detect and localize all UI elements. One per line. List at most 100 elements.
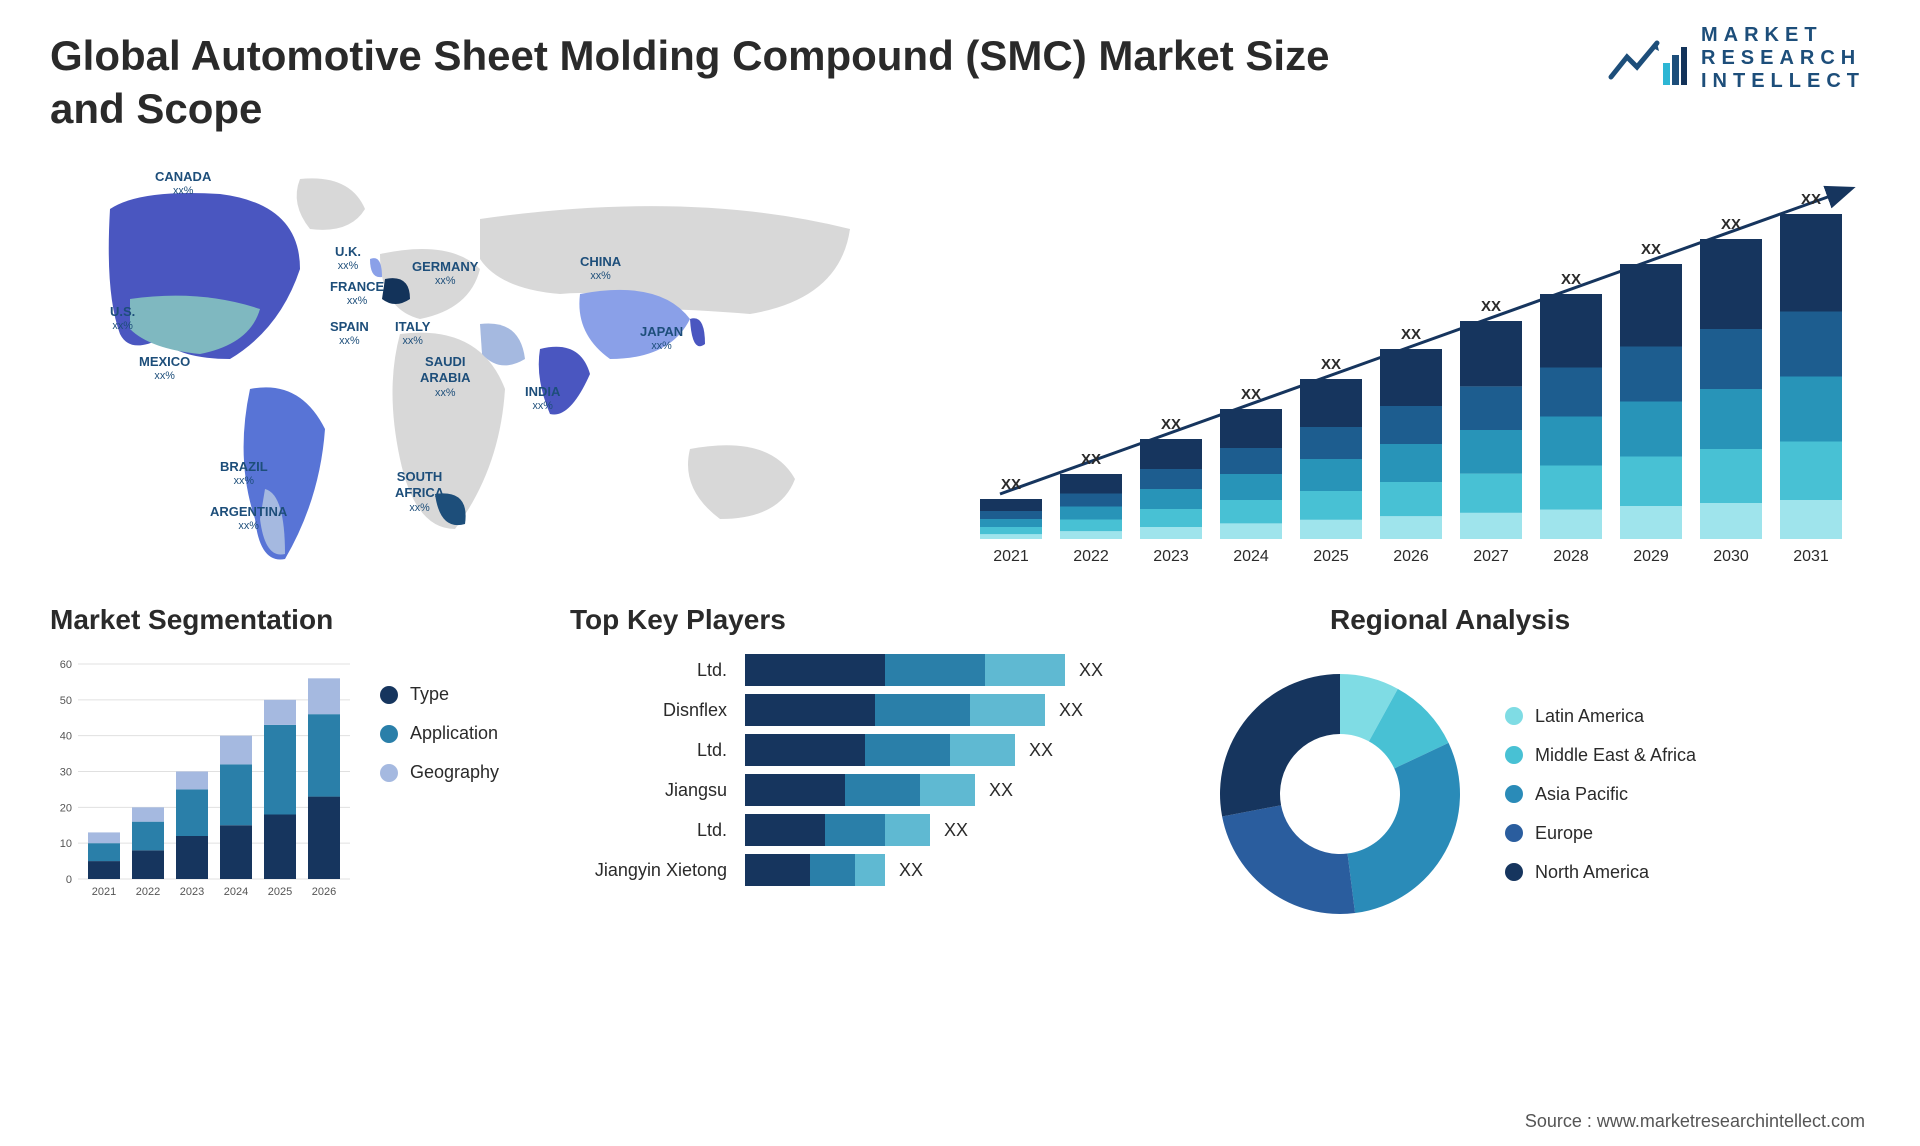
svg-text:0: 0 [66,874,72,886]
svg-text:XX: XX [1721,216,1741,233]
svg-text:2030: 2030 [1713,548,1749,565]
svg-text:2023: 2023 [1153,548,1189,565]
svg-text:2029: 2029 [1633,548,1669,565]
legend-swatch [1505,863,1523,881]
svg-text:XX: XX [1801,191,1821,208]
svg-text:2027: 2027 [1473,548,1509,565]
country-label: ITALYxx% [395,319,430,349]
segmentation-legend: Type Application Geography [380,684,499,904]
svg-text:XX: XX [1481,298,1501,315]
svg-text:40: 40 [60,731,72,743]
regional-donut-chart [1200,654,1480,934]
player-bar-segment [745,854,810,886]
svg-text:XX: XX [1321,356,1341,373]
legend-label: Application [410,723,498,744]
growth-bar-chart: XX2021XX2022XX2023XX2024XX2025XX2026XX20… [950,159,1870,584]
player-row: DisnflexXX [570,694,1190,726]
segmentation-title: Market Segmentation [50,604,560,636]
player-bar-segment [875,694,970,726]
svg-text:2026: 2026 [1393,548,1429,565]
svg-text:2021: 2021 [92,886,116,898]
country-label: SAUDIARABIAxx% [420,354,471,400]
logo-line3: INTELLECT [1701,70,1865,93]
regional-legend: Latin AmericaMiddle East & AfricaAsia Pa… [1505,706,1696,883]
legend-swatch [1505,707,1523,725]
legend-label: Asia Pacific [1535,784,1628,805]
player-bar [745,814,930,846]
logo-text: MARKET RESEARCH INTELLECT [1701,24,1865,93]
country-label: SPAINxx% [330,319,369,349]
country-label: U.K.xx% [335,244,361,274]
page-title: Global Automotive Sheet Molding Compound… [50,30,1400,135]
svg-text:2025: 2025 [1313,548,1349,565]
legend-label: Europe [1535,823,1593,844]
legend-label: Middle East & Africa [1535,745,1696,766]
country-label: ARGENTINAxx% [210,504,287,534]
player-label: Ltd. [570,660,745,681]
player-label: Jiangsu [570,780,745,801]
segmentation-section: Market Segmentation 01020304050602021202… [50,604,560,934]
player-value: XX [1059,700,1083,721]
legend-item: Application [380,723,499,744]
country-label: BRAZILxx% [220,459,268,489]
legend-swatch [380,725,398,743]
player-row: Jiangyin Xietong XX [570,854,1190,886]
player-bar [745,734,1015,766]
svg-text:2025: 2025 [268,886,292,898]
legend-label: Geography [410,762,499,783]
player-bar-segment [745,814,825,846]
legend-item: Type [380,684,499,705]
legend-swatch [380,764,398,782]
logo-line2: RESEARCH [1701,47,1865,70]
key-players-section: Top Key Players Ltd.XXDisnflexXXLtd.XXJi… [570,604,1190,934]
player-value: XX [1029,740,1053,761]
country-label: U.S.xx% [110,304,135,334]
player-bar-segment [745,694,875,726]
legend-label: Type [410,684,449,705]
logo-icon [1607,29,1687,89]
svg-text:2024: 2024 [1233,548,1269,565]
svg-text:XX: XX [1081,451,1101,468]
svg-text:60: 60 [60,659,72,671]
player-value: XX [944,820,968,841]
growth-chart-svg: XX2021XX2022XX2023XX2024XX2025XX2026XX20… [950,159,1870,584]
legend-item: Europe [1505,823,1696,844]
player-bar-segment [810,854,855,886]
legend-swatch [380,686,398,704]
player-bar-segment [885,654,985,686]
source-text: Source : www.marketresearchintellect.com [1525,1111,1865,1132]
legend-swatch [1505,785,1523,803]
svg-text:2021: 2021 [993,548,1029,565]
legend-label: North America [1535,862,1649,883]
svg-text:2028: 2028 [1553,548,1589,565]
player-bar [745,654,1065,686]
svg-text:XX: XX [1401,326,1421,343]
regional-analysis-title: Regional Analysis [1200,604,1870,636]
player-label: Jiangyin Xietong [570,860,745,881]
player-bar-segment [985,654,1065,686]
brand-logo: MARKET RESEARCH INTELLECT [1607,24,1865,93]
country-label: MEXICOxx% [139,354,190,384]
svg-text:20: 20 [60,802,72,814]
logo-line1: MARKET [1701,24,1865,47]
player-row: Ltd.XX [570,734,1190,766]
svg-text:2022: 2022 [1073,548,1109,565]
player-bar [745,694,1045,726]
player-value: XX [989,780,1013,801]
svg-text:2026: 2026 [312,886,336,898]
country-label: GERMANYxx% [412,259,478,289]
player-bar-segment [745,734,865,766]
player-bar-segment [745,774,845,806]
svg-text:2031: 2031 [1793,548,1829,565]
player-bar-segment [865,734,950,766]
svg-text:2023: 2023 [180,886,204,898]
player-bar [745,774,975,806]
player-value: XX [1079,660,1103,681]
player-value: XX [899,860,923,881]
svg-text:30: 30 [60,767,72,779]
player-bar-segment [950,734,1015,766]
segmentation-chart: 0102030405060202120222023202420252026 [50,654,350,904]
player-row: Ltd. XX [570,654,1190,686]
legend-item: Geography [380,762,499,783]
country-label: JAPANxx% [640,324,683,354]
